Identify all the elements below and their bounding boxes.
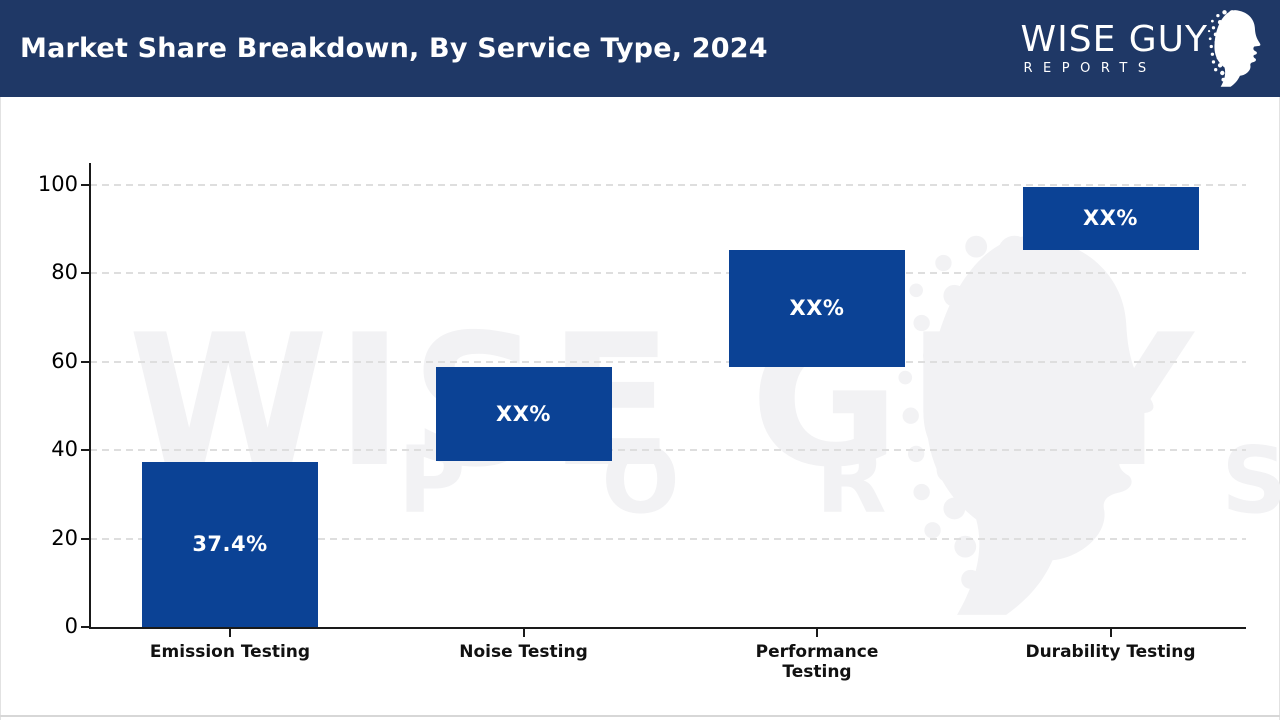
x-axis-tick-mark — [1109, 629, 1112, 637]
y-axis-tick-label: 0 — [64, 614, 78, 638]
y-axis-line — [89, 163, 91, 629]
y-axis-tick-label: 20 — [51, 525, 78, 550]
dotted-head-logo-icon — [1207, 9, 1261, 87]
brand-logo: WISE GUY REPORTS — [1021, 9, 1267, 89]
watermark-dotted-head-icon — [894, 235, 1154, 615]
y-axis-tick-mark — [81, 360, 90, 363]
bar-value-label: 37.4% — [192, 532, 268, 557]
bar-durability-testing: XX% — [1022, 186, 1199, 250]
footer-divider — [0, 715, 1280, 717]
bar-value-label: XX% — [1083, 206, 1138, 231]
y-axis-tick-label: 60 — [51, 348, 78, 373]
page-edge-left — [0, 97, 1, 720]
bar-value-label: XX% — [789, 296, 845, 321]
y-axis-tick-mark — [81, 626, 90, 628]
x-axis-category-label: Durability Testing — [1025, 642, 1196, 662]
gridline-80 — [90, 272, 1246, 274]
header-bar: Market Share Breakdown, By Service Type,… — [0, 0, 1280, 97]
y-axis-tick-label: 100 — [37, 171, 78, 196]
page-title: Market Share Breakdown, By Service Type,… — [20, 33, 768, 64]
brand-subtitle: REPORTS — [1023, 61, 1157, 76]
x-axis-category-label: Noise Testing — [459, 642, 588, 662]
gridline-20 — [90, 537, 1246, 540]
x-axis-category-label: Performance Testing — [755, 642, 879, 683]
bar-emission-testing: 37.4% — [142, 461, 318, 627]
y-axis-tick-mark — [81, 449, 90, 451]
brand-name: WISE GUY — [1020, 19, 1208, 60]
chart-area: WISE GUY P O R T S 0 20 40 60 80 100 37.4% XX% X… — [0, 97, 1280, 716]
y-axis-tick-label: 80 — [51, 260, 78, 284]
y-axis-tick-mark — [81, 272, 90, 274]
bar-performance-testing: XX% — [729, 249, 905, 367]
y-axis-tick-label: 40 — [51, 437, 78, 461]
y-axis-tick-mark — [81, 537, 90, 540]
x-axis-tick-mark — [522, 629, 525, 637]
brand-logo-text: WISE GUY REPORTS — [1020, 19, 1209, 76]
bar-noise-testing: XX% — [435, 366, 612, 462]
gridline-60 — [90, 360, 1246, 363]
gridline-100 — [90, 183, 1246, 186]
y-axis-tick-mark — [81, 183, 90, 186]
x-axis-line — [89, 627, 1246, 629]
x-axis-category-label: Emission Testing — [149, 642, 311, 662]
x-axis-tick-mark — [816, 629, 818, 637]
bar-value-label: XX% — [496, 402, 551, 427]
gridline-40 — [90, 449, 1246, 451]
x-axis-tick-mark — [229, 629, 231, 637]
